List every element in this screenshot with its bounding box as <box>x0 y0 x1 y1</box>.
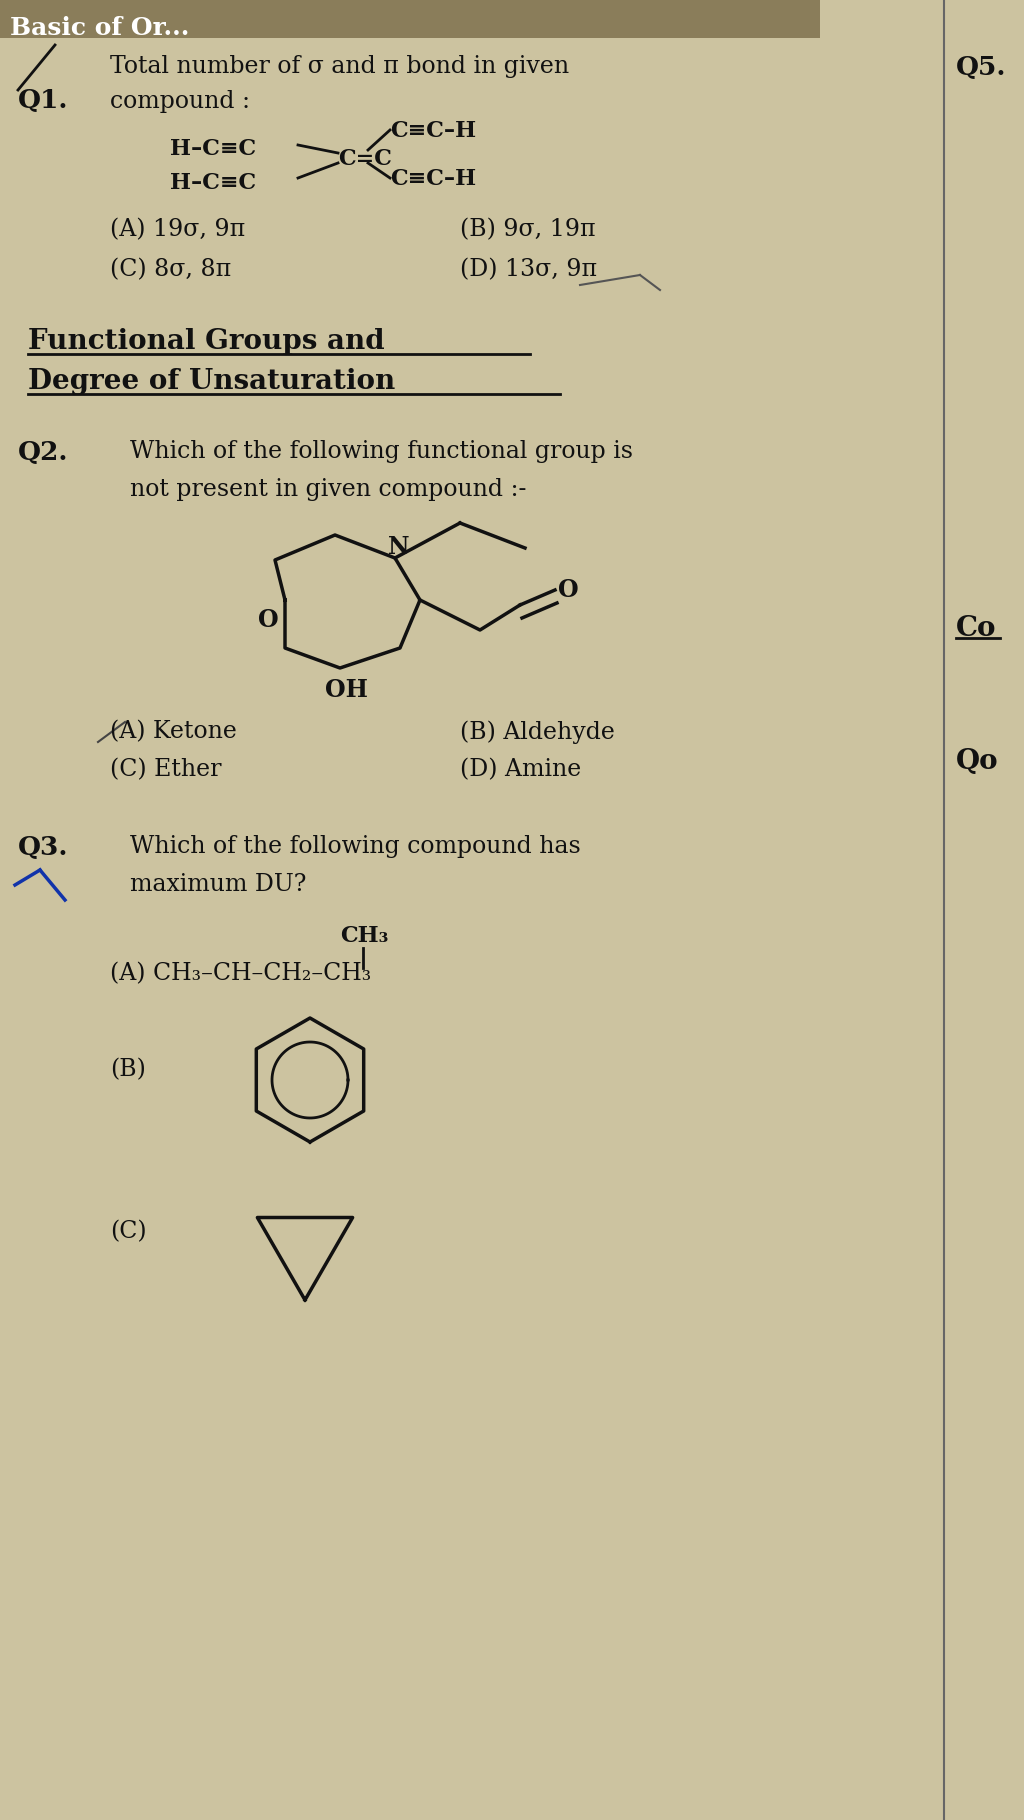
Text: (B) 9σ, 19π: (B) 9σ, 19π <box>460 218 596 240</box>
Text: (D) Amine: (D) Amine <box>460 757 582 781</box>
Text: OH: OH <box>325 679 368 703</box>
Text: Q5.: Q5. <box>956 55 1007 80</box>
Text: Q1.: Q1. <box>18 87 69 113</box>
Text: (C): (C) <box>110 1219 146 1243</box>
Text: Which of the following functional group is: Which of the following functional group … <box>130 440 633 462</box>
Text: Which of the following compound has: Which of the following compound has <box>130 835 581 857</box>
Text: CH₃: CH₃ <box>340 925 388 946</box>
Text: (A) Ketone: (A) Ketone <box>110 721 237 743</box>
Text: H–C≡C: H–C≡C <box>170 173 256 195</box>
Text: C=C: C=C <box>338 147 392 169</box>
Text: not present in given compound :-: not present in given compound :- <box>130 479 526 501</box>
Text: Co: Co <box>956 615 996 642</box>
Text: Total number of σ and π bond in given: Total number of σ and π bond in given <box>110 55 569 78</box>
Text: Qo: Qo <box>956 748 998 775</box>
Text: H–C≡C: H–C≡C <box>170 138 256 160</box>
Text: Degree of Unsaturation: Degree of Unsaturation <box>28 368 395 395</box>
Text: (C) 8σ, 8π: (C) 8σ, 8π <box>110 258 231 280</box>
Text: (D) 13σ, 9π: (D) 13σ, 9π <box>460 258 597 280</box>
Text: O: O <box>558 579 579 602</box>
Text: Functional Groups and: Functional Groups and <box>28 328 385 355</box>
Text: C≡C–H: C≡C–H <box>390 120 476 142</box>
Text: (A) CH₃–CH–CH₂–CH₃: (A) CH₃–CH–CH₂–CH₃ <box>110 963 372 985</box>
Text: Basic of Or...: Basic of Or... <box>10 16 189 40</box>
Text: Q3.: Q3. <box>18 835 69 861</box>
Text: Q2.: Q2. <box>18 440 69 464</box>
Text: C≡C–H: C≡C–H <box>390 167 476 189</box>
FancyBboxPatch shape <box>0 0 820 38</box>
Text: compound :: compound : <box>110 89 250 113</box>
Text: O: O <box>258 608 279 632</box>
Text: (B): (B) <box>110 1057 145 1081</box>
Text: maximum DU?: maximum DU? <box>130 874 306 895</box>
Text: (A) 19σ, 9π: (A) 19σ, 9π <box>110 218 246 240</box>
Text: N: N <box>388 535 410 559</box>
Text: (C) Ether: (C) Ether <box>110 757 221 781</box>
Text: (B) Aldehyde: (B) Aldehyde <box>460 721 614 744</box>
